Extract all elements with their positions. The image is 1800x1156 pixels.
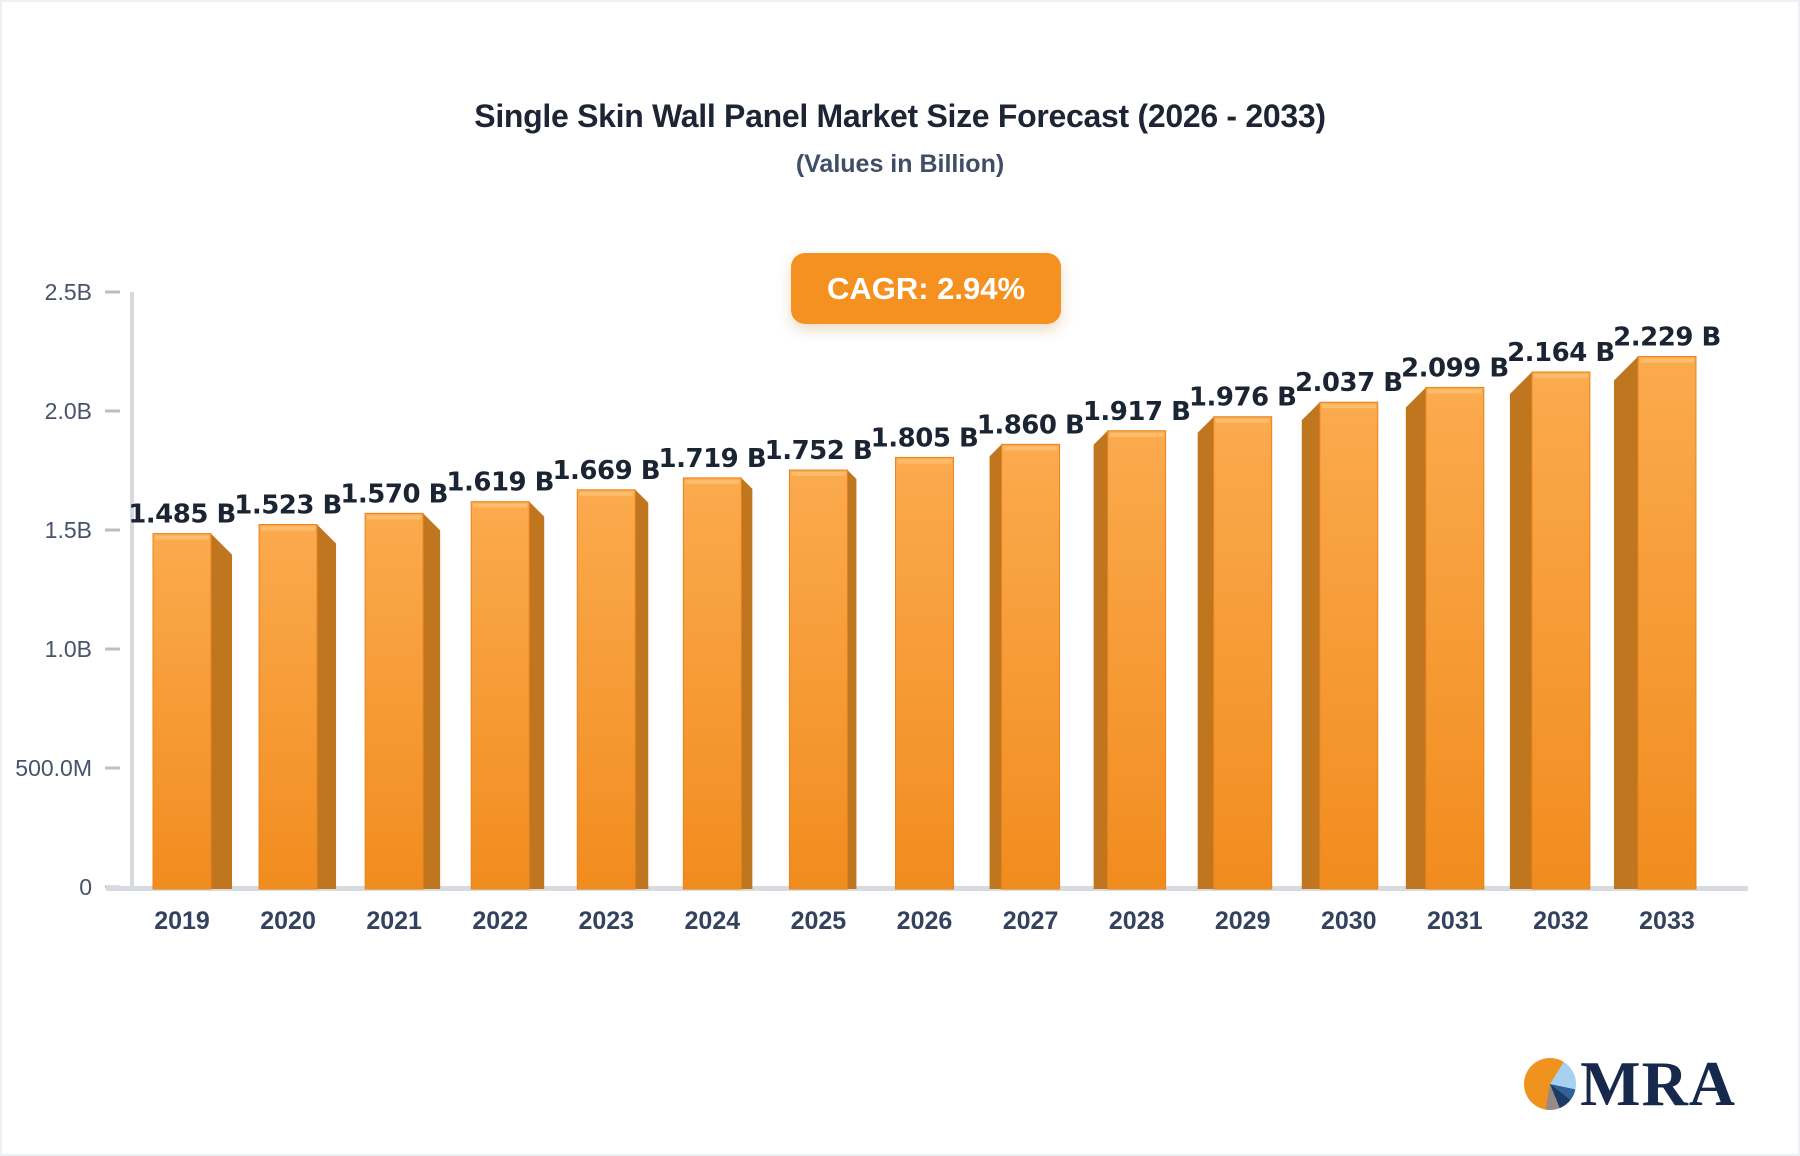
bar-side-2022	[529, 501, 545, 889]
bar-top-highlight	[1215, 418, 1270, 423]
x-tick-label-2028: 2028	[1109, 907, 1165, 935]
bar-2022	[470, 501, 530, 890]
x-tick-label-2025: 2025	[791, 907, 847, 935]
bar-value-label-2030: 2.037 B	[1295, 368, 1403, 398]
bar-top-highlight	[261, 526, 316, 531]
bar-2023	[576, 489, 636, 890]
y-tick-label: 500.0M	[15, 755, 92, 781]
bar-side-2025	[847, 470, 857, 889]
bar-top-highlight	[1639, 358, 1694, 363]
x-tick-label-2023: 2023	[578, 907, 634, 935]
x-tick-label-2024: 2024	[685, 907, 741, 935]
x-tick-label-2020: 2020	[260, 907, 316, 935]
bar-top-highlight	[367, 515, 422, 520]
bar-top-highlight	[685, 479, 740, 484]
cagr-badge: CAGR: 2.94%	[791, 253, 1061, 324]
chart-title: Single Skin Wall Panel Market Size Forec…	[474, 98, 1326, 134]
bar-value-label-2019: 1.485 B	[128, 500, 236, 530]
bar-value-label-2023: 1.669 B	[552, 456, 660, 486]
x-tick-label-2027: 2027	[1003, 907, 1059, 935]
x-tick-label-2029: 2029	[1215, 907, 1271, 935]
bar-value-label-2022: 1.619 B	[446, 468, 554, 498]
bar-top-highlight	[897, 459, 952, 464]
y-tick-label: 2.5B	[45, 279, 92, 305]
bar-2019	[152, 533, 212, 890]
x-tick-label-2030: 2030	[1321, 907, 1377, 935]
bar-side-2029	[1197, 416, 1214, 889]
bar-top-highlight	[791, 472, 846, 477]
y-tick-label: 2.0B	[45, 398, 92, 424]
bar-value-label-2024: 1.719 B	[659, 444, 767, 474]
bar-top-highlight	[1427, 389, 1482, 394]
bar-value-label-2025: 1.752 B	[765, 436, 873, 466]
bar-value-label-2026: 1.805 B	[871, 423, 979, 453]
bar-top-highlight	[1321, 404, 1376, 409]
bar-2024	[682, 477, 742, 890]
bar-side-2024	[741, 477, 753, 889]
bar-top-highlight	[1003, 446, 1058, 451]
bar-top-highlight	[579, 491, 634, 496]
bar-2032	[1531, 371, 1591, 890]
logo-text: MRA	[1580, 1048, 1736, 1119]
bar-side-2023	[635, 489, 649, 889]
bar-side-2027	[989, 444, 1002, 889]
bar-value-label-2032: 2.164 B	[1507, 338, 1615, 368]
y-tick-mark	[105, 528, 120, 532]
x-tick-label-2021: 2021	[366, 907, 422, 935]
bar-2030	[1319, 401, 1379, 890]
bar-side-2031	[1405, 387, 1426, 889]
bar-2029	[1213, 416, 1273, 890]
bar-side-2033	[1613, 356, 1638, 889]
bar-value-label-2027: 1.860 B	[977, 410, 1085, 440]
bar-2025	[788, 469, 848, 890]
bar-value-label-2031: 2.099 B	[1401, 353, 1509, 383]
y-tick-mark	[105, 766, 120, 770]
bar-2026	[894, 456, 954, 890]
bar-value-label-2021: 1.570 B	[340, 479, 448, 509]
x-tick-label-2022: 2022	[472, 907, 528, 935]
bar-2031	[1425, 386, 1485, 890]
y-tick-label: 1.5B	[45, 517, 92, 543]
bar-value-label-2028: 1.917 B	[1083, 397, 1191, 427]
bar-2020	[258, 524, 318, 890]
y-tick-label: 0	[79, 874, 92, 900]
x-tick-label-2032: 2032	[1533, 907, 1589, 935]
y-tick-mark	[105, 647, 120, 651]
x-tick-label-2019: 2019	[154, 907, 210, 935]
bar-side-2030	[1301, 402, 1320, 889]
bar-2027	[1001, 443, 1061, 890]
bar-top-highlight	[473, 503, 528, 508]
bar-top-highlight	[155, 535, 209, 540]
bar-value-label-2033: 2.229 B	[1613, 322, 1721, 352]
bar-2033	[1637, 355, 1697, 890]
bar-2028	[1107, 430, 1167, 890]
bar-top-highlight	[1109, 432, 1164, 437]
bar-value-label-2029: 1.976 B	[1189, 383, 1297, 413]
y-tick-mark	[105, 409, 120, 413]
bar-side-2021	[423, 513, 441, 889]
y-tick-mark	[105, 290, 120, 294]
y-axis-line	[130, 292, 134, 890]
x-tick-label-2026: 2026	[897, 907, 953, 935]
x-tick-label-2033: 2033	[1639, 907, 1695, 935]
bar-side-2028	[1093, 430, 1108, 889]
logo: MRA	[1524, 1052, 1736, 1116]
chart-subtitle: (Values in Billion)	[795, 150, 1005, 178]
bar-value-label-2020: 1.523 B	[234, 491, 342, 521]
bar-2021	[364, 512, 424, 890]
bar-top-highlight	[1533, 373, 1588, 378]
bar-side-2020	[317, 524, 337, 889]
bar-side-2032	[1509, 371, 1532, 889]
x-tick-label-2031: 2031	[1427, 907, 1483, 935]
bar-side-2019	[211, 533, 232, 889]
y-tick-label: 1.0B	[45, 636, 92, 662]
pie-chart-icon	[1524, 1058, 1577, 1110]
